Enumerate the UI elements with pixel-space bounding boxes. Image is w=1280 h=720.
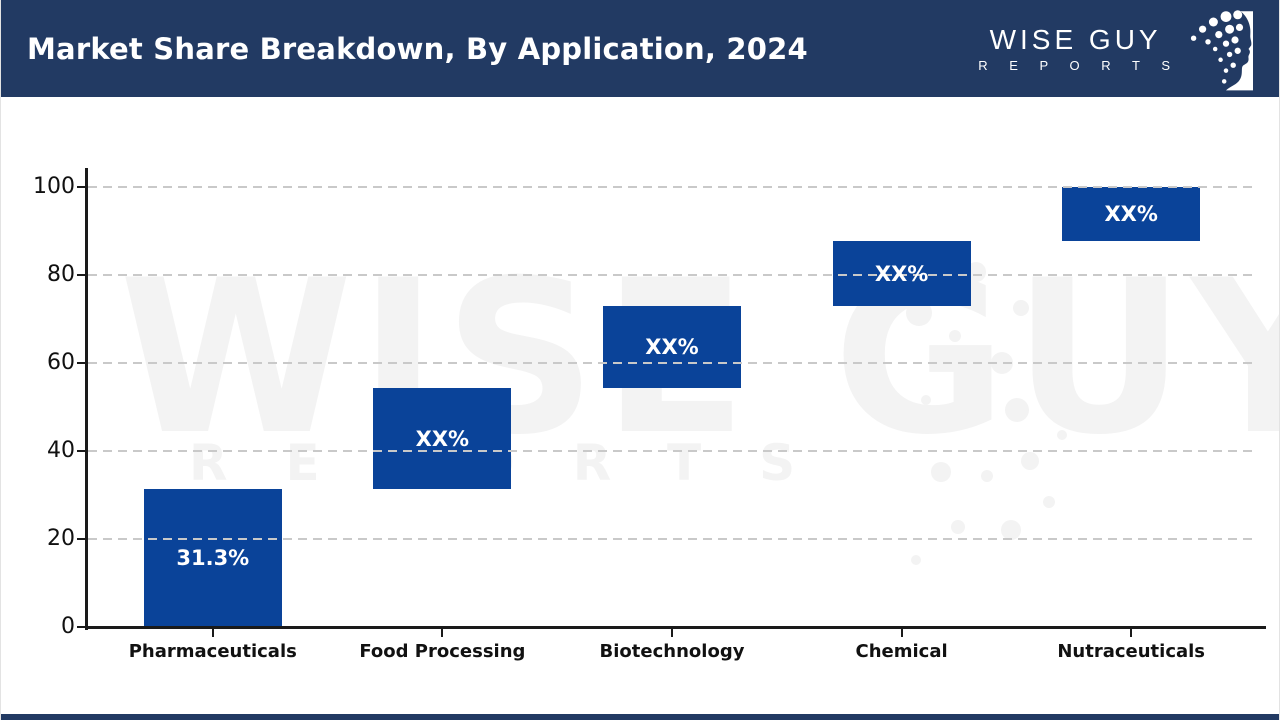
x-tick-mark [671,629,673,637]
dotted-head-profile-icon [1190,9,1253,90]
watermark-dot [1013,300,1029,316]
y-tick-label: 40 [47,438,75,463]
x-category-label: Biotechnology [599,641,745,662]
bar-value-label: XX% [645,334,699,359]
y-tick-mark [77,274,85,276]
y-tick-label: 0 [61,614,75,639]
logo-wordmark: WISE GUY [989,23,1162,55]
watermark-dot [949,330,961,342]
bar-value-label: XX% [874,261,929,286]
wise-guy-reports-logo: WISE GUY R E P O R T S [972,7,1253,91]
y-tick-mark [77,186,85,188]
y-tick-label: 20 [47,526,75,551]
watermark-dot [951,520,965,534]
watermark-dot [1021,452,1039,470]
plot-area: 31.3% XX% XX% XX% XX% [85,165,1266,630]
y-tick-mark [77,626,85,628]
y-tick-label: 100 [33,174,75,199]
bar-food-processing [373,388,512,490]
x-tick-mark [900,629,903,637]
x-category-label: Chemical [855,641,948,662]
gridline-60 [88,362,1256,364]
x-tick-mark [1130,629,1133,637]
bar-value-label: XX% [1104,202,1158,227]
gridline-40 [88,450,1256,452]
watermark-dot [911,555,921,565]
y-tick-mark [77,538,85,540]
bar-biotechnology [603,305,741,389]
gridline-80 [88,274,1256,276]
x-tick-mark [441,629,444,637]
watermark-dot [966,262,986,282]
x-category-label: Food Processing [359,641,526,662]
watermark-dot [1001,520,1021,540]
y-tick-label: 80 [47,262,75,287]
header-band: Market Share Breakdown, By Application, … [1,0,1279,97]
bar-value-label: XX% [415,426,470,451]
footer-band [1,714,1279,720]
y-axis-line [85,168,88,630]
x-axis-line [85,626,1266,629]
logo-text: WISE GUY R E P O R T S [972,23,1179,73]
watermark-dot [921,395,931,405]
y-tick-label: 60 [47,350,75,375]
x-category-label: Pharmaceuticals [128,641,297,662]
watermark-dot [1041,330,1055,344]
bar-pharmaceuticals [143,489,282,627]
page-title: Market Share Breakdown, By Application, … [27,31,808,66]
x-tick-mark [211,629,214,637]
watermark-dot [981,470,993,482]
watermark-dot [1005,398,1029,422]
logo-subtitle: R E P O R T S [978,57,1179,73]
watermark-dot [1043,496,1055,508]
gridline-100 [88,186,1256,188]
watermark-dot [963,408,979,424]
x-category-label: Nutraceuticals [1057,641,1206,662]
gridline-20 [88,538,1256,540]
bar-nutraceuticals [1062,187,1201,242]
y-tick-mark [77,450,85,452]
watermark-dot [1057,430,1067,440]
watermark-dot [1047,382,1059,394]
watermark-dot [931,462,951,482]
bar-chemical [832,241,971,306]
y-tick-mark [77,362,85,364]
bar-value-label: 31.3% [176,546,250,571]
